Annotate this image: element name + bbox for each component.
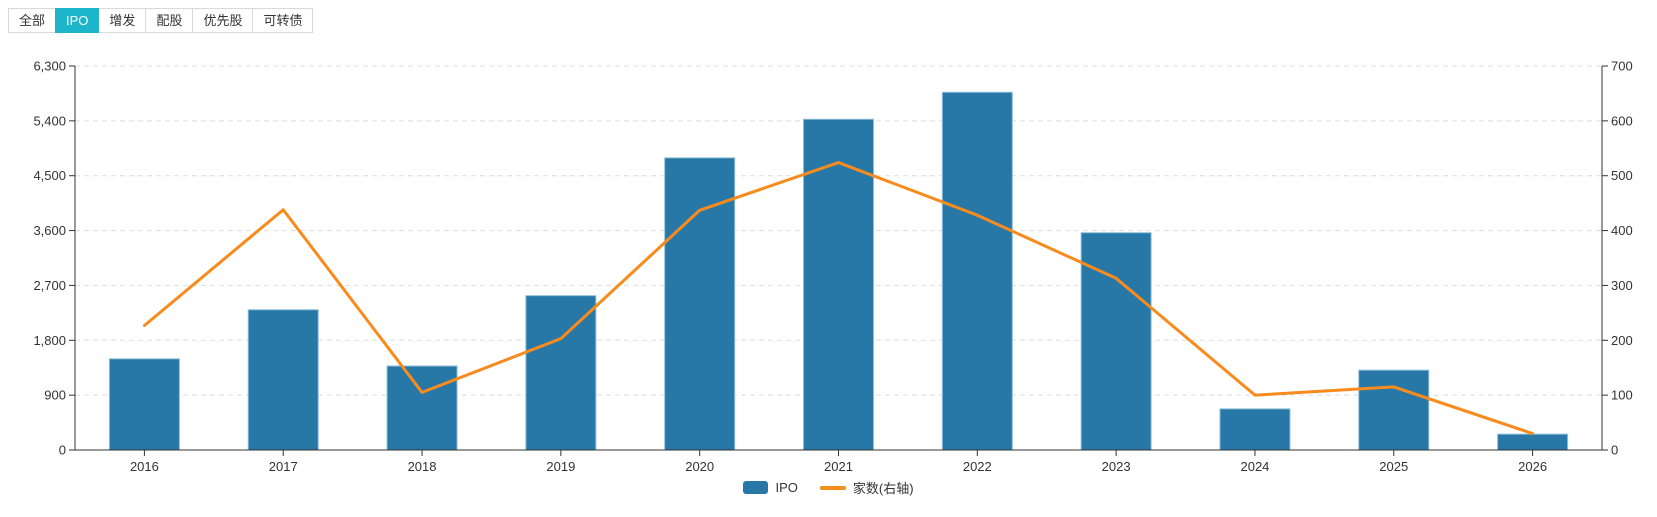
left-axis-label: 2,700: [33, 278, 66, 293]
legend-label-count: 家数(右轴): [852, 481, 914, 496]
left-axis-label: 4,500: [33, 168, 66, 183]
x-axis-label-2023: 2023: [1102, 459, 1131, 474]
bar-2024[interactable]: [1219, 408, 1291, 451]
chart-legend: IPO 家数(右轴): [0, 478, 1657, 497]
tab-ipo[interactable]: IPO: [55, 8, 100, 33]
x-axis-label-2021: 2021: [824, 459, 853, 474]
bar-2021[interactable]: [803, 118, 874, 451]
tab-seo[interactable]: 增发: [98, 8, 147, 33]
left-axis-label: 900: [44, 388, 66, 403]
x-axis-label-2018: 2018: [408, 459, 437, 474]
bar-2016[interactable]: [108, 358, 180, 451]
x-axis-label-2017: 2017: [269, 459, 298, 474]
bar-2017[interactable]: [247, 309, 319, 451]
left-axis-label: 5,400: [33, 113, 66, 128]
right-axis-label: 200: [1611, 333, 1633, 348]
legend-label-ipo: IPO: [775, 480, 798, 495]
tab-convertible[interactable]: 可转债: [252, 8, 314, 33]
bar-2020[interactable]: [664, 157, 736, 451]
line-series-count: [142, 161, 1535, 436]
right-axis-label: 0: [1611, 443, 1618, 458]
bar-2026[interactable]: [1497, 433, 1569, 451]
tab-rights-issue[interactable]: 配股: [145, 8, 194, 33]
bar-2019[interactable]: [525, 295, 597, 451]
bar-series-swatch: [743, 481, 769, 494]
left-axis-label: 3,600: [33, 223, 66, 238]
right-axis-label: 700: [1611, 59, 1633, 74]
x-axis-label-2024: 2024: [1240, 459, 1269, 474]
x-axis-label-2026: 2026: [1518, 459, 1547, 474]
bar-2018[interactable]: [386, 365, 458, 451]
left-axis-label: 6,300: [33, 59, 66, 74]
security-type-tabbar: 全部 IPO 增发 配股 优先股 可转债: [8, 8, 314, 33]
right-axis-label: 100: [1611, 388, 1633, 403]
left-axis-label: 0: [59, 443, 66, 458]
bar-2025[interactable]: [1358, 369, 1430, 451]
legend-item-ipo[interactable]: IPO: [743, 480, 798, 495]
right-axis-label: 300: [1611, 278, 1633, 293]
x-axis-label-2019: 2019: [546, 459, 575, 474]
x-axis-label-2020: 2020: [685, 459, 714, 474]
legend-item-count[interactable]: 家数(右轴): [819, 478, 914, 497]
line-series-swatch: [819, 485, 846, 490]
bar-2023[interactable]: [1080, 232, 1152, 451]
left-axis-label: 1,800: [33, 333, 66, 348]
right-axis-label: 500: [1611, 168, 1633, 183]
x-axis-label-2016: 2016: [130, 459, 159, 474]
x-axis-label-2022: 2022: [963, 459, 992, 474]
tab-preferred[interactable]: 优先股: [192, 8, 254, 33]
right-axis-label: 600: [1611, 113, 1633, 128]
right-axis-label: 400: [1611, 223, 1633, 238]
tab-all[interactable]: 全部: [8, 8, 57, 33]
bar-2022[interactable]: [941, 91, 1013, 451]
x-axis-label-2025: 2025: [1379, 459, 1408, 474]
